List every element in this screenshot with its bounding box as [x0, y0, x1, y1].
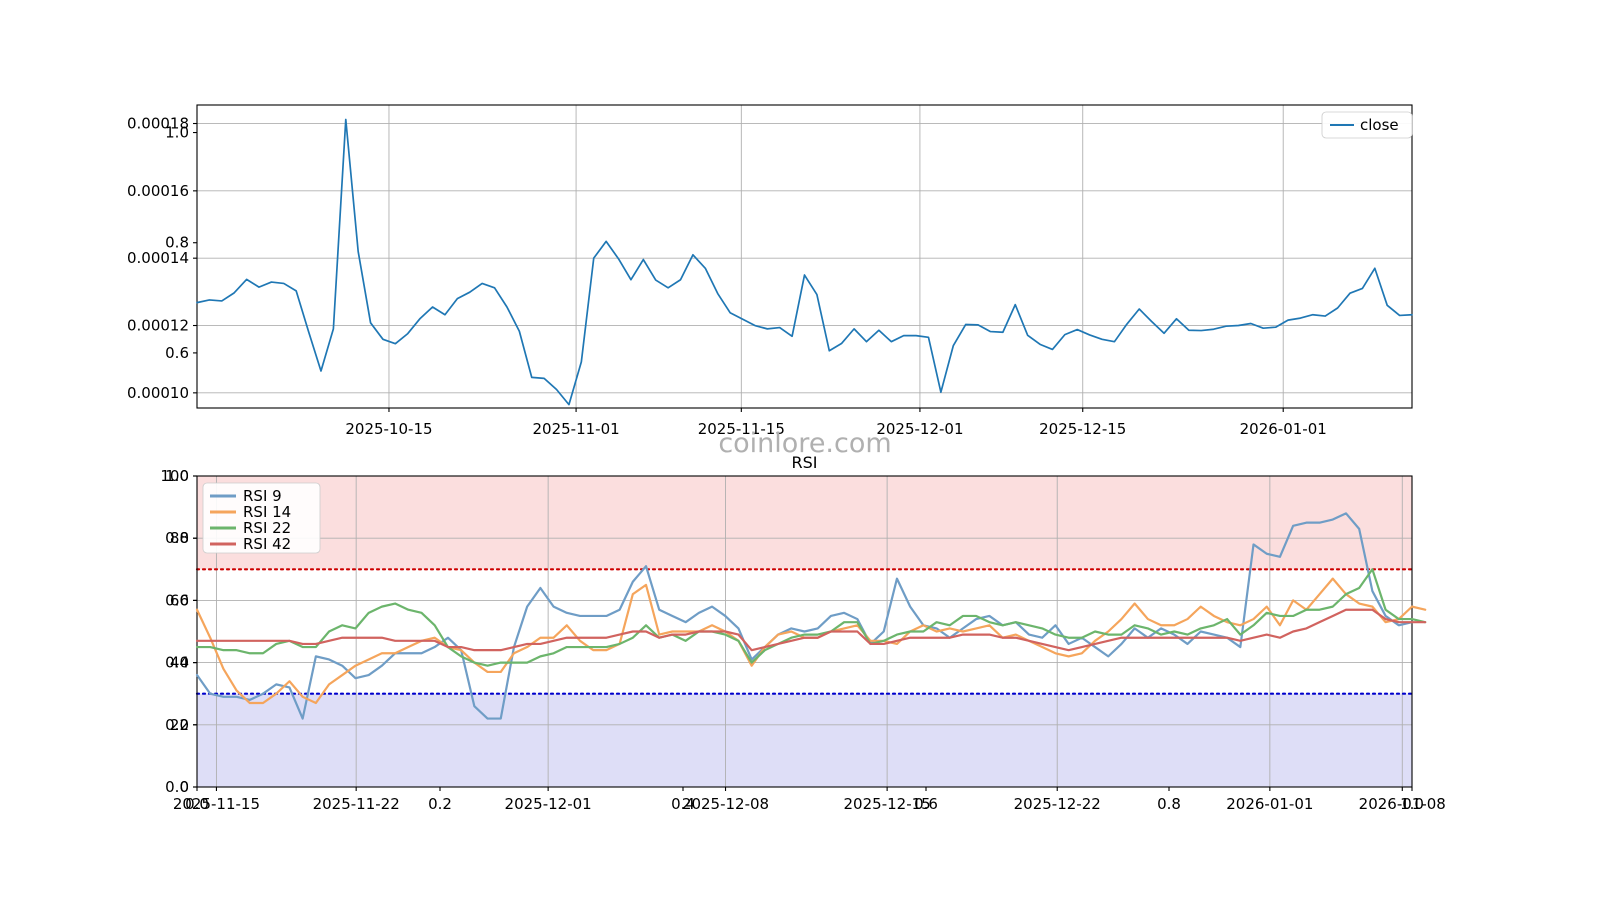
rsi-xtick-label: 2025-12-08: [682, 795, 769, 813]
watermark-text: coinlore.com: [718, 428, 891, 459]
rsi-legend-label-rsi-9: RSI 9: [243, 487, 282, 505]
rsi-ytick-label: 40: [170, 654, 189, 672]
price-legend-label-close: close: [1360, 116, 1399, 134]
rsi-band-overbought: [197, 476, 1412, 570]
rsi-xtick-label: 2025-12-01: [505, 795, 592, 813]
rsi-legend-label-rsi-22: RSI 22: [243, 519, 291, 537]
price-line-close: [196, 118, 1413, 406]
rsi-band-oversold: [197, 693, 1412, 787]
rsi-xtick-label-secondary: 0.4: [671, 795, 695, 813]
rsi-ytick-label: 100: [160, 467, 189, 485]
rsi-xtick-label: 2025-12-15: [844, 795, 931, 813]
rsi-ytick-label: 0: [179, 778, 189, 796]
rsi-legend-label-rsi-14: RSI 14: [243, 503, 291, 521]
price-ytick-label: 0.00014: [127, 249, 189, 267]
rsi-xtick-label-secondary: 1.0: [1400, 795, 1424, 813]
price-ytick-label: 0.00018: [127, 115, 189, 133]
rsi-ytick-label-secondary: 0.4: [165, 654, 189, 672]
price-ytick-label: 0.00010: [127, 384, 189, 402]
price-plot-background: [197, 105, 1412, 408]
price-panel: 0.00010 0.00012 0.00014 0.00016 0.00018 0.6 0.…: [127, 104, 1413, 438]
price-xtick-label: 2025-12-15: [1039, 420, 1126, 438]
rsi-ytick-label: 20: [170, 716, 189, 734]
rsi-panel-title: RSI: [792, 453, 818, 472]
price-ytick-label-secondary: 0.6: [165, 344, 189, 362]
rsi-panel: 0 20 40 60 80 100 0.0 0.2 0.4 0.6 0.8 1.0 2025-11-15…: [160, 467, 1446, 813]
price-ytick-label: 0.00012: [127, 317, 189, 335]
price-xtick-label: 2025-11-15: [698, 420, 785, 438]
price-ytick-label-secondary: 0.8: [165, 234, 189, 252]
rsi-ytick-label-secondary: 1.0: [165, 467, 189, 485]
rsi-xtick-label-secondary: 0.8: [1157, 795, 1181, 813]
price-plot-border: [196, 104, 1413, 409]
rsi-xtick-label: 2025-11-15: [173, 795, 260, 813]
price-ytick-label-secondary: 1.0: [165, 124, 189, 142]
rsi-xtick-label-secondary: 0.0: [185, 795, 209, 813]
rsi-ytick-label-secondary: 0.0: [165, 778, 189, 796]
rsi-xtick-label-secondary: 0.6: [914, 795, 938, 813]
rsi-line-rsi-42: [195, 608, 1427, 652]
rsi-ytick-label-secondary: 0.6: [165, 591, 189, 609]
price-xtick-label: 2025-10-15: [345, 420, 432, 438]
rsi-legend-label-rsi-42: RSI 42: [243, 535, 291, 553]
rsi-xtick-label: 2025-11-22: [313, 795, 400, 813]
price-xtick-label: 2025-11-01: [532, 420, 619, 438]
rsi-ytick-label: 80: [170, 529, 189, 547]
rsi-plot-border: [196, 475, 1413, 788]
rsi-ytick-label: 60: [170, 591, 189, 609]
rsi-ytick-label-secondary: 0.8: [165, 529, 189, 547]
rsi-xtick-label: 2026-01-01: [1226, 795, 1313, 813]
rsi-ytick-label-secondary: 0.2: [165, 716, 189, 734]
price-ytick-label: 0.00016: [127, 182, 189, 200]
rsi-line-rsi-22: [195, 568, 1427, 667]
price-legend-box: [1321, 111, 1413, 139]
rsi-legend-box: [202, 482, 321, 554]
rsi-line-rsi-9: [195, 512, 1414, 720]
price-xtick-label: 2025-12-01: [876, 420, 963, 438]
rsi-xtick-label-secondary: 0.2: [428, 795, 452, 813]
price-xtick-label: 2026-01-01: [1240, 420, 1327, 438]
rsi-xtick-label: 2026-01-08: [1359, 795, 1446, 813]
rsi-xtick-label: 2025-12-22: [1014, 795, 1101, 813]
price-legend: close: [1321, 111, 1413, 139]
